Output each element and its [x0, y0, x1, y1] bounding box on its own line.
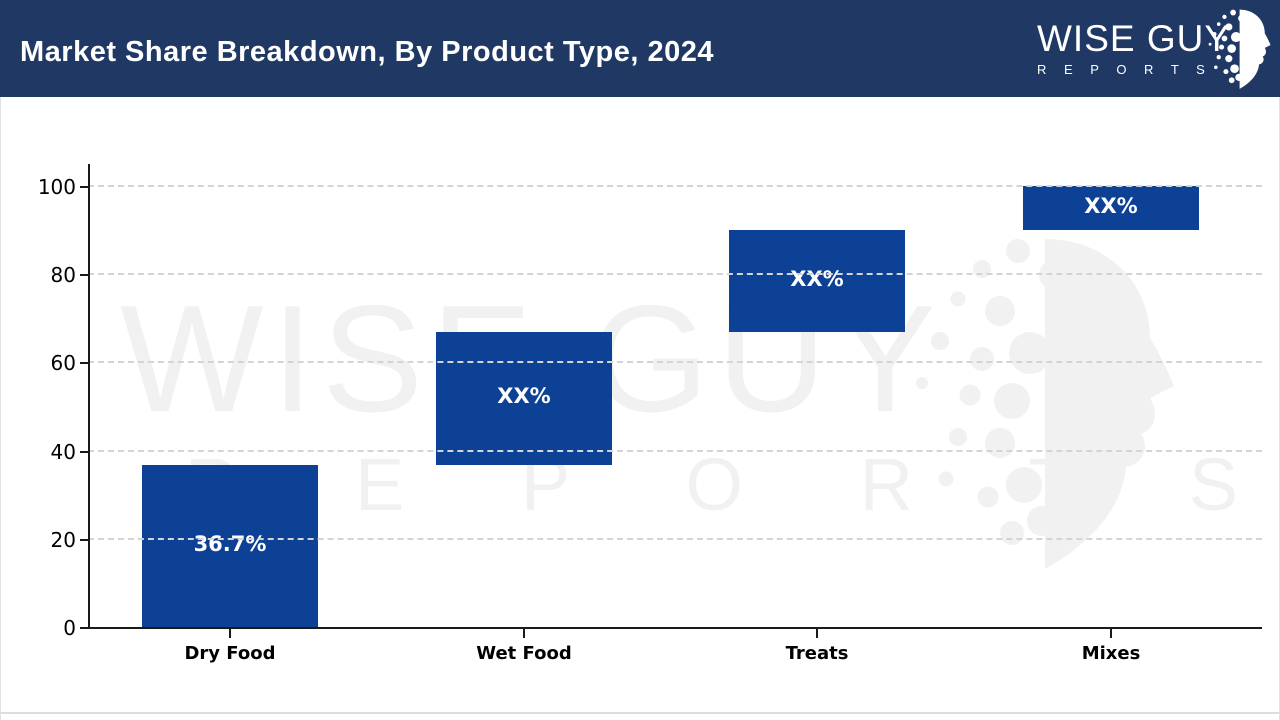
bottom-divider [0, 712, 1280, 714]
y-tick-20 [80, 538, 88, 541]
y-tick-label-60: 60 [50, 351, 76, 376]
watermark-head-icon [916, 239, 1174, 569]
bar-value-label: XX% [497, 384, 551, 409]
x-category-label: Wet Food [476, 643, 572, 664]
x-tick-3 [816, 629, 818, 638]
y-tick-0 [80, 627, 88, 629]
y-tick-label-0: 0 [63, 616, 76, 640]
bar-treats: XX% [729, 230, 905, 332]
bar-value-label: 36.7% [193, 532, 267, 557]
y-tick-label-40: 40 [50, 439, 76, 464]
gridline-40 [88, 449, 1262, 452]
logo-head-icon [1208, 9, 1271, 89]
chart-area: WISE GUY R E P O R T S 0 20 40 60 80 100 36.7%… [0, 97, 1280, 720]
logo-wordmark-text: WISE GUY [1037, 18, 1231, 59]
y-tick-100 [80, 186, 88, 188]
bar-dry-food: 36.7% [142, 465, 318, 627]
bar-value-label: XX% [790, 266, 844, 291]
gridline-60 [88, 361, 1262, 364]
bar-mixes: XX% [1023, 186, 1199, 231]
gridline-100 [88, 185, 1262, 187]
y-tick-80 [80, 274, 88, 277]
x-category-label: Treats [785, 643, 849, 664]
gridline-20 [88, 537, 1262, 540]
y-tick-label-20: 20 [50, 527, 76, 552]
x-axis-line [88, 627, 1262, 629]
header: Market Share Breakdown, By Product Type,… [0, 0, 1280, 97]
y-tick-40 [80, 450, 88, 453]
gridline-80 [88, 273, 1262, 276]
y-axis-line [88, 163, 90, 629]
y-tick-label-100: 100 [37, 175, 76, 199]
bar-value-label: XX% [1084, 194, 1138, 219]
logo-subtext: R E P O R T S [1037, 61, 1212, 77]
x-tick-4 [1110, 629, 1112, 638]
x-tick-1 [229, 629, 231, 638]
y-tick-label-80: 80 [50, 263, 76, 288]
page-title: Market Share Breakdown, By Product Type,… [20, 36, 715, 68]
bar-wet-food: XX% [436, 331, 612, 466]
wiseguy-logo: WISE GUY R E P O R T S [1002, 4, 1272, 94]
logo-wordmark: WISE GUY R E P O R T S [1037, 18, 1231, 77]
x-category-label: Mixes [1081, 643, 1141, 664]
x-category-label: Dry Food [184, 643, 276, 664]
x-tick-2 [523, 629, 525, 638]
y-tick-60 [80, 362, 88, 365]
